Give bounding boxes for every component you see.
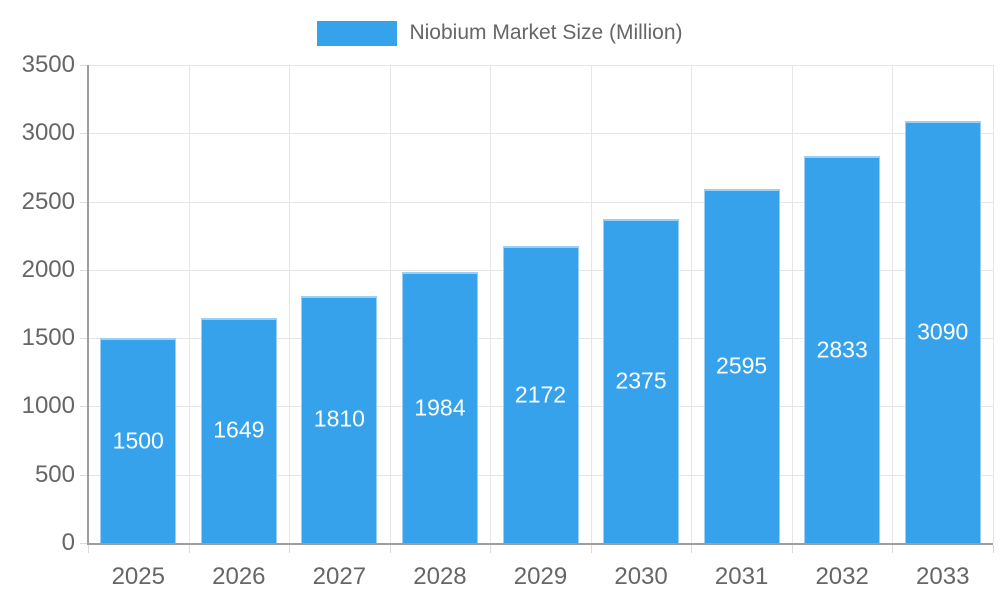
y-axis-tick-label: 1500 — [21, 324, 75, 352]
x-axis-tick-label: 2032 — [815, 563, 869, 590]
gridline-vertical — [188, 65, 190, 543]
x-axis-tick-label: 2028 — [413, 563, 467, 590]
x-axis-tick-label: 2033 — [916, 563, 970, 590]
x-axis-tick-label: 2026 — [212, 563, 266, 590]
x-axis-tick — [88, 545, 89, 553]
y-axis-tick — [80, 338, 88, 340]
bar[interactable] — [301, 295, 378, 543]
bar-value-label: 1810 — [313, 405, 365, 432]
x-axis-line — [88, 543, 993, 545]
gridline-vertical — [993, 65, 994, 543]
y-axis-tick — [80, 474, 88, 476]
gridline-vertical — [791, 65, 793, 543]
x-axis-tick-label: 2025 — [111, 563, 165, 590]
gridline-vertical — [289, 65, 291, 543]
bar[interactable] — [603, 218, 680, 543]
bar[interactable] — [703, 188, 780, 543]
legend[interactable]: Niobium Market Size (Million) — [0, 18, 1000, 48]
x-axis-tick-label: 2027 — [312, 563, 367, 590]
y-axis-tick-label: 500 — [34, 460, 75, 488]
y-axis-tick-label: 2500 — [21, 187, 75, 215]
x-axis-tick — [188, 545, 190, 553]
x-axis-tick — [389, 545, 391, 553]
bar-value-label: 2833 — [816, 336, 868, 363]
gridline-vertical — [892, 65, 894, 543]
x-axis-tick-label: 2031 — [714, 563, 769, 590]
y-axis-tick — [80, 406, 88, 408]
x-axis-tick — [993, 545, 994, 553]
y-axis-tick — [80, 133, 88, 135]
bar[interactable] — [100, 338, 177, 543]
x-axis-tick — [691, 545, 693, 553]
x-axis-tick-label: 2029 — [513, 563, 568, 590]
gridline-vertical — [490, 65, 492, 543]
bar-value-label: 2595 — [716, 352, 768, 379]
bar[interactable] — [401, 272, 478, 543]
legend-label: Niobium Market Size (Million) — [409, 21, 683, 44]
bar-value-label: 1649 — [213, 416, 265, 443]
y-axis-tick-label: 1000 — [21, 392, 75, 420]
bar-value-label: 2172 — [514, 381, 567, 408]
bar[interactable] — [200, 317, 277, 543]
bar-value-label: 1500 — [112, 427, 164, 454]
x-axis-tick — [590, 545, 592, 553]
gridline-vertical — [691, 65, 693, 543]
y-axis-tick-label: 3500 — [21, 51, 75, 78]
x-axis-tick — [791, 545, 793, 553]
x-axis-tick — [289, 545, 291, 553]
x-axis-tick — [490, 545, 492, 553]
legend-swatch-icon — [317, 20, 398, 46]
gridline-horizontal — [88, 133, 993, 135]
y-axis-tick-label: 0 — [61, 529, 75, 556]
y-axis-tick-label: 2000 — [21, 255, 75, 283]
bar[interactable] — [904, 120, 981, 543]
gridline-horizontal — [88, 201, 993, 203]
y-axis-line — [87, 65, 89, 545]
bar[interactable] — [502, 246, 579, 543]
bar-value-label: 3090 — [917, 318, 969, 345]
bar-value-label: 1984 — [414, 394, 466, 421]
gridline-horizontal — [88, 65, 993, 66]
x-axis-tick-label: 2030 — [614, 563, 668, 590]
y-axis-tick-label: 3000 — [21, 119, 75, 147]
y-axis-tick — [80, 543, 88, 544]
y-axis-tick — [80, 201, 88, 203]
x-axis-tick — [892, 545, 894, 553]
y-axis-tick — [80, 269, 88, 271]
gridline-vertical — [590, 65, 592, 543]
y-axis-tick — [80, 65, 88, 66]
gridline-vertical — [389, 65, 391, 543]
bar-value-label: 2375 — [615, 367, 667, 394]
bar[interactable] — [804, 156, 881, 543]
